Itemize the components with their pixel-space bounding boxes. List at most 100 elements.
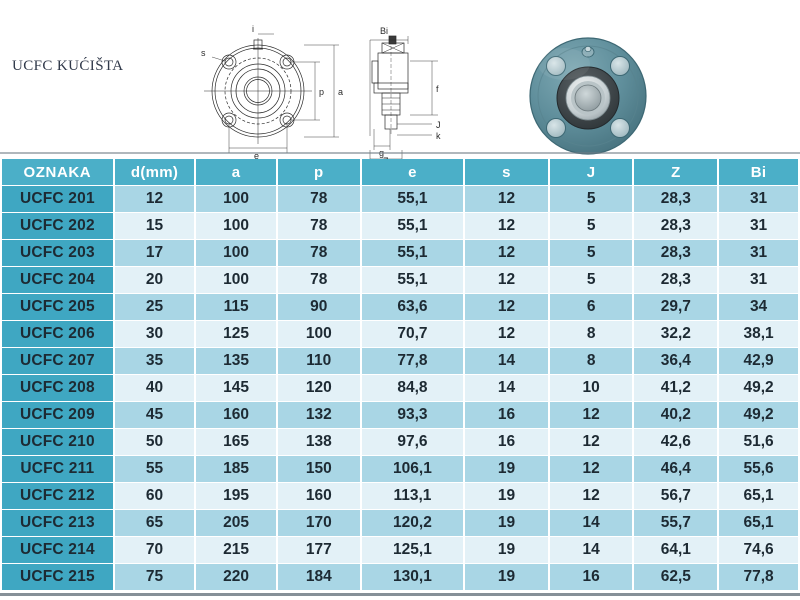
cell-j: 6 bbox=[549, 294, 633, 320]
table-row: UCFC 211 55 185 150 106,1 19 12 46,4 55,6 bbox=[2, 456, 798, 482]
row-designation: UCFC 201 bbox=[2, 186, 113, 212]
column-header-j: J bbox=[549, 159, 633, 185]
cell-d-mm: 25 bbox=[114, 294, 195, 320]
cell-j: 10 bbox=[549, 375, 633, 401]
cell-d-mm: 45 bbox=[114, 402, 195, 428]
row-designation: UCFC 215 bbox=[2, 564, 113, 590]
cell-bi: 34 bbox=[719, 294, 798, 320]
cell-d-mm: 60 bbox=[114, 483, 195, 509]
table-row: UCFC 207 35 135 110 77,8 14 8 36,4 42,9 bbox=[2, 348, 798, 374]
cell-z: 28,3 bbox=[634, 267, 718, 293]
cell-p: 170 bbox=[277, 510, 360, 536]
cell-a: 115 bbox=[196, 294, 276, 320]
row-designation: UCFC 212 bbox=[2, 483, 113, 509]
cell-p: 110 bbox=[277, 348, 360, 374]
cell-bi: 31 bbox=[719, 213, 798, 239]
label-e: e bbox=[254, 151, 259, 161]
column-header-z: Z bbox=[634, 159, 718, 185]
cell-z: 55,7 bbox=[634, 510, 718, 536]
label-p: p bbox=[319, 87, 324, 97]
cell-bi: 49,2 bbox=[719, 402, 798, 428]
cell-j: 16 bbox=[549, 564, 633, 590]
cell-p: 150 bbox=[277, 456, 360, 482]
label-s: s bbox=[201, 48, 206, 58]
cell-p: 100 bbox=[277, 321, 360, 347]
table-top-rule bbox=[0, 152, 800, 154]
cell-d-mm: 75 bbox=[114, 564, 195, 590]
table-row: UCFC 205 25 115 90 63,6 12 6 29,7 34 bbox=[2, 294, 798, 320]
cell-d-mm: 40 bbox=[114, 375, 195, 401]
cell-s: 12 bbox=[465, 240, 548, 266]
cell-s: 19 bbox=[465, 537, 548, 563]
cell-z: 29,7 bbox=[634, 294, 718, 320]
cell-e: 130,1 bbox=[361, 564, 464, 590]
row-designation: UCFC 207 bbox=[2, 348, 113, 374]
table-row: UCFC 213 65 205 170 120,2 19 14 55,7 65,1 bbox=[2, 510, 798, 536]
cell-e: 97,6 bbox=[361, 429, 464, 455]
cell-a: 135 bbox=[196, 348, 276, 374]
cell-a: 145 bbox=[196, 375, 276, 401]
cell-a: 215 bbox=[196, 537, 276, 563]
cell-bi: 65,1 bbox=[719, 483, 798, 509]
cell-a: 100 bbox=[196, 267, 276, 293]
table-body: UCFC 201 12 100 78 55,1 12 5 28,3 31 UCFC 202 15 10… bbox=[2, 186, 798, 590]
row-designation: UCFC 209 bbox=[2, 402, 113, 428]
row-designation: UCFC 206 bbox=[2, 321, 113, 347]
header-row: OZNAKA d(mm) a p e s J Z Bi bbox=[2, 159, 798, 185]
cell-s: 19 bbox=[465, 564, 548, 590]
cell-bi: 51,6 bbox=[719, 429, 798, 455]
cell-e: 77,8 bbox=[361, 348, 464, 374]
front-view-diagram: s i p a e bbox=[201, 24, 343, 161]
header-area: UCFC KUĆIŠTA bbox=[0, 0, 800, 164]
cell-d-mm: 20 bbox=[114, 267, 195, 293]
cell-e: 113,1 bbox=[361, 483, 464, 509]
cell-j: 8 bbox=[549, 321, 633, 347]
cell-e: 125,1 bbox=[361, 537, 464, 563]
label-bi: Bi bbox=[380, 26, 388, 36]
row-designation: UCFC 208 bbox=[2, 375, 113, 401]
cell-d-mm: 65 bbox=[114, 510, 195, 536]
cell-j: 8 bbox=[549, 348, 633, 374]
table-row: UCFC 208 40 145 120 84,8 14 10 41,2 49,2 bbox=[2, 375, 798, 401]
cell-j: 12 bbox=[549, 429, 633, 455]
cell-s: 19 bbox=[465, 456, 548, 482]
table-row: UCFC 203 17 100 78 55,1 12 5 28,3 31 bbox=[2, 240, 798, 266]
cell-z: 42,6 bbox=[634, 429, 718, 455]
cell-a: 160 bbox=[196, 402, 276, 428]
cell-d-mm: 15 bbox=[114, 213, 195, 239]
row-designation: UCFC 204 bbox=[2, 267, 113, 293]
cell-e: 55,1 bbox=[361, 240, 464, 266]
cell-p: 132 bbox=[277, 402, 360, 428]
cell-z: 46,4 bbox=[634, 456, 718, 482]
row-designation: UCFC 205 bbox=[2, 294, 113, 320]
cell-bi: 38,1 bbox=[719, 321, 798, 347]
cell-j: 5 bbox=[549, 267, 633, 293]
table-row: UCFC 215 75 220 184 130,1 19 16 62,5 77,8 bbox=[2, 564, 798, 590]
cell-e: 106,1 bbox=[361, 456, 464, 482]
cell-j: 12 bbox=[549, 483, 633, 509]
cell-s: 14 bbox=[465, 375, 548, 401]
cell-p: 177 bbox=[277, 537, 360, 563]
table-header: OZNAKA d(mm) a p e s J Z Bi bbox=[2, 159, 798, 185]
cell-p: 184 bbox=[277, 564, 360, 590]
column-header-d-mm: d(mm) bbox=[114, 159, 195, 185]
cell-bi: 31 bbox=[719, 186, 798, 212]
cell-z: 41,2 bbox=[634, 375, 718, 401]
cell-p: 78 bbox=[277, 186, 360, 212]
cell-z: 28,3 bbox=[634, 213, 718, 239]
cell-d-mm: 70 bbox=[114, 537, 195, 563]
cell-s: 12 bbox=[465, 321, 548, 347]
cell-e: 55,1 bbox=[361, 186, 464, 212]
cell-a: 100 bbox=[196, 213, 276, 239]
cell-j: 12 bbox=[549, 402, 633, 428]
row-designation: UCFC 213 bbox=[2, 510, 113, 536]
cell-e: 93,3 bbox=[361, 402, 464, 428]
column-header-bi: Bi bbox=[719, 159, 798, 185]
side-view-diagram: Bi f J k g Z bbox=[369, 26, 441, 164]
cell-z: 40,2 bbox=[634, 402, 718, 428]
cell-bi: 31 bbox=[719, 240, 798, 266]
table-row: UCFC 209 45 160 132 93,3 16 12 40,2 49,2 bbox=[2, 402, 798, 428]
cell-p: 78 bbox=[277, 213, 360, 239]
table-row: UCFC 202 15 100 78 55,1 12 5 28,3 31 bbox=[2, 213, 798, 239]
cell-j: 5 bbox=[549, 213, 633, 239]
